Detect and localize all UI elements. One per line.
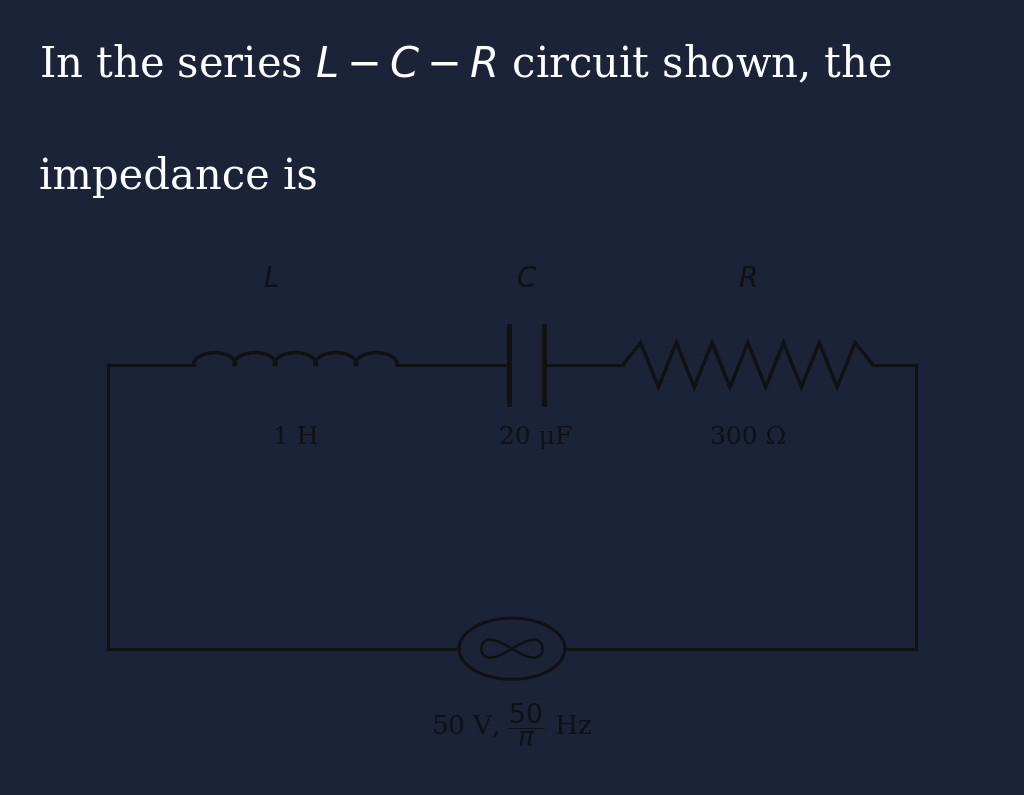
Text: $C$: $C$ — [516, 266, 537, 293]
Text: 50 V, $\dfrac{50}{\pi}$ Hz: 50 V, $\dfrac{50}{\pi}$ Hz — [431, 702, 593, 749]
Text: $R$: $R$ — [738, 266, 757, 293]
Text: In the series $L - C - R$ circuit shown, the: In the series $L - C - R$ circuit shown,… — [39, 45, 892, 87]
Text: impedance is: impedance is — [39, 156, 317, 198]
Text: 20 μF: 20 μF — [500, 426, 572, 449]
Text: 300 Ω: 300 Ω — [710, 426, 786, 449]
Text: 1 H: 1 H — [272, 426, 318, 449]
Text: $L$: $L$ — [263, 266, 280, 293]
